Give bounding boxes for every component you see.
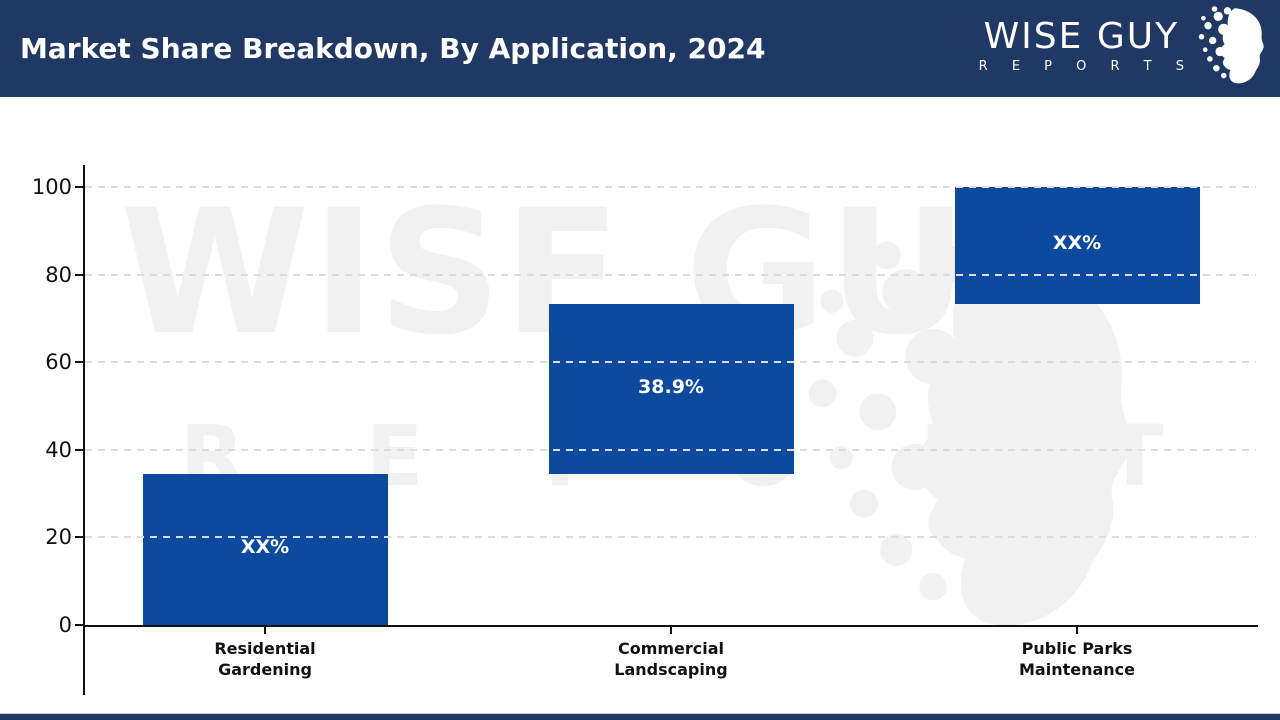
y-tick-mark: [75, 624, 83, 626]
header-bar: Market Share Breakdown, By Application, …: [0, 0, 1280, 97]
x-category-label-line: Residential: [214, 639, 316, 658]
y-tick-label: 40: [45, 437, 72, 462]
y-tick-mark: [75, 361, 83, 364]
y-tick-label: 0: [58, 613, 72, 637]
y-tick-label: 80: [45, 262, 72, 287]
bar-value-label: 38.9%: [638, 375, 704, 398]
wiseguy-logo: WISE GUY R E P O R T S: [969, 4, 1270, 88]
bar-segment: [548, 303, 794, 474]
chart-title: Market Share Breakdown, By Application, …: [20, 32, 766, 65]
y-tick-label: 100: [31, 175, 72, 199]
bar-segment: [954, 187, 1200, 304]
footer-divider: [0, 713, 1280, 714]
x-category-label-line: Commercial: [617, 639, 725, 658]
bar-value-label: XX%: [240, 536, 290, 559]
x-tick-mark: [264, 627, 266, 634]
y-tick-mark: [75, 273, 83, 276]
x-tick-mark: [670, 627, 672, 634]
x-category-label: Commercial Landscaping: [546, 638, 796, 680]
footer-bar: [0, 714, 1280, 720]
y-tick-mark: [75, 536, 83, 539]
x-category-label-line: Public Parks: [1021, 639, 1133, 658]
bar-segment: [142, 473, 388, 625]
y-gridline: [85, 448, 1256, 451]
y-tick-label: 20: [45, 525, 72, 550]
x-category-label-line: Maintenance: [1018, 660, 1135, 679]
plot-area: WISE GUY R E P O R T S 020406080100XX%Re…: [0, 97, 1280, 713]
x-category-label: Public Parks Maintenance: [952, 638, 1202, 680]
y-tick-mark: [75, 448, 83, 451]
y-gridline: [85, 536, 1256, 539]
logo-subtext: R E P O R T S: [978, 58, 1194, 74]
bar-value-label: XX%: [1052, 232, 1102, 255]
y-tick-mark: [75, 186, 83, 188]
y-gridline: [85, 186, 1256, 188]
logo-wordmark: WISE GUY: [983, 16, 1180, 58]
logo-text: WISE GUY R E P O R T S: [969, 18, 1194, 74]
y-axis-spine: [83, 165, 85, 695]
x-category-label-line: Landscaping: [614, 660, 728, 679]
y-gridline: [85, 361, 1256, 364]
y-tick-label: 60: [45, 350, 72, 375]
x-tick-mark: [1076, 627, 1078, 634]
x-category-label: Residential Gardening: [140, 638, 390, 680]
y-gridline: [85, 273, 1256, 276]
x-axis-spine: [83, 625, 1258, 627]
x-category-label-line: Gardening: [218, 660, 312, 679]
watermark-face-icon: [808, 241, 1132, 626]
logo-face-icon: [1198, 6, 1264, 84]
